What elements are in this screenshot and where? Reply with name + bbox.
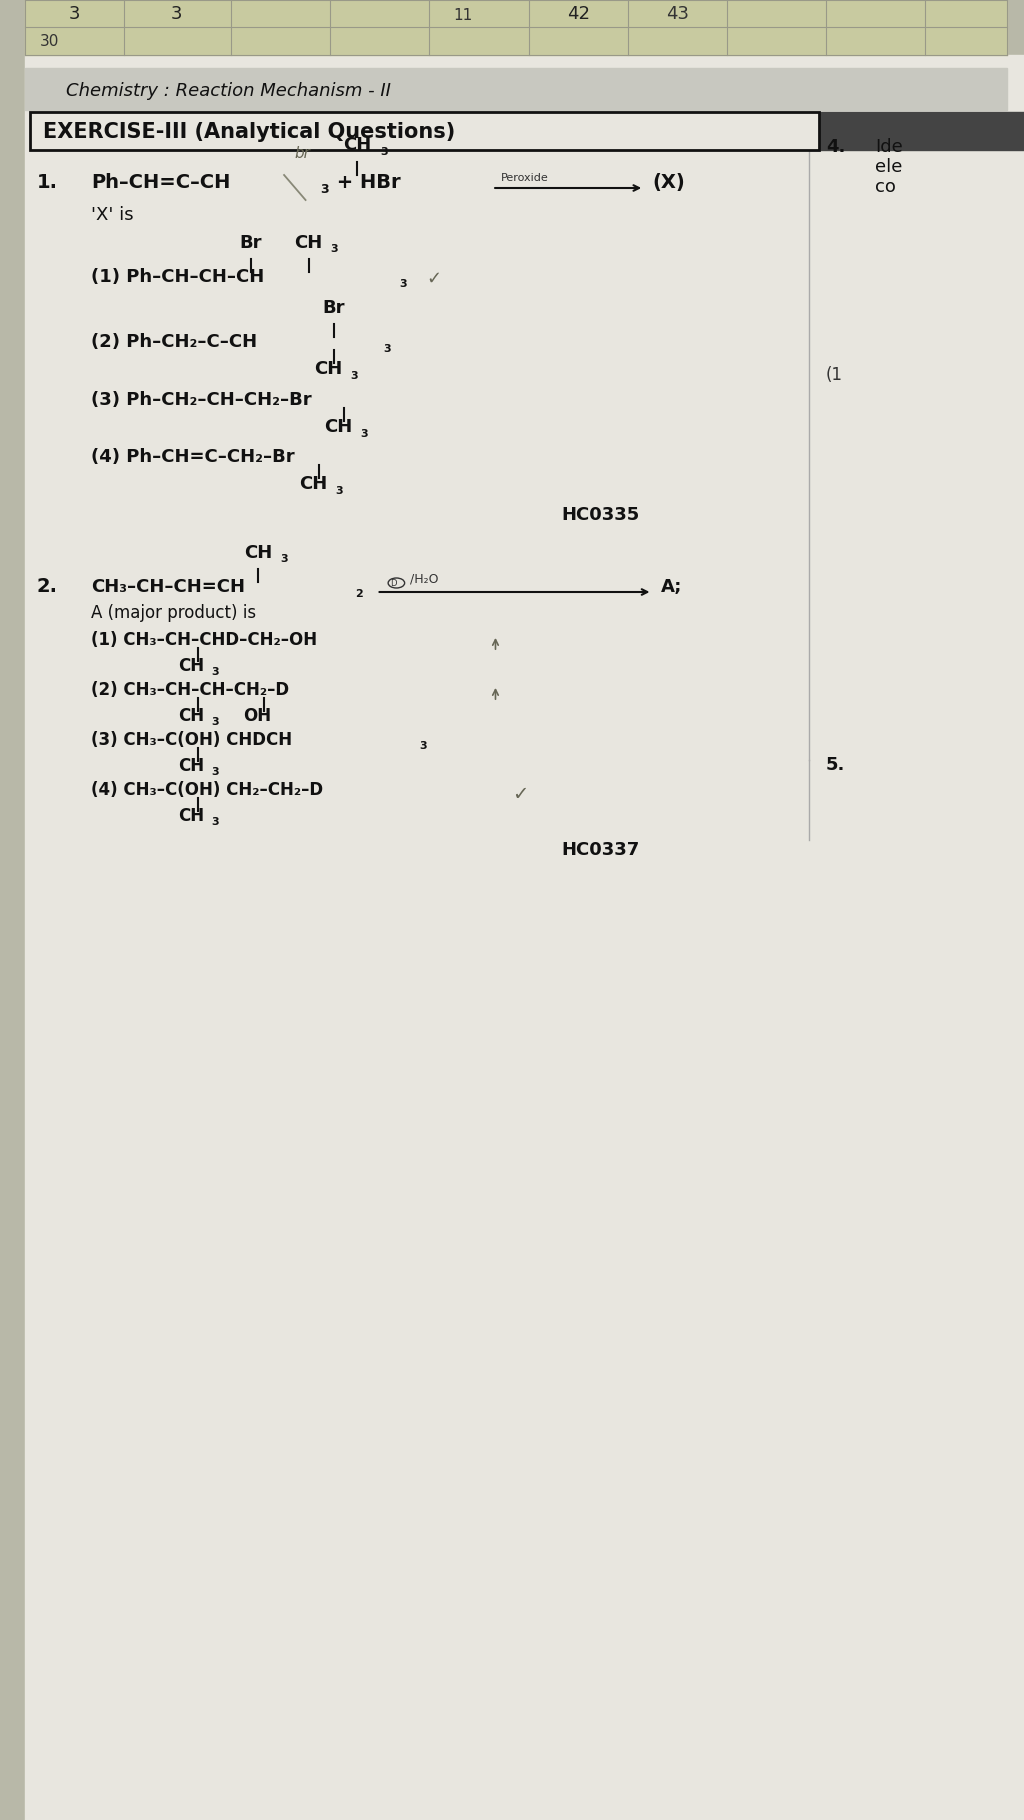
Text: (1: (1 [825,366,843,384]
Text: 3: 3 [380,147,387,157]
Text: 3: 3 [360,430,368,439]
Bar [25,67,1008,109]
Text: 3: 3 [281,553,289,564]
Text: (4) Ph–CH=C–CH₂–Br: (4) Ph–CH=C–CH₂–Br [91,448,295,466]
Text: CH: CH [178,806,205,824]
Text: 5.: 5. [825,755,845,774]
Text: CH: CH [299,475,328,493]
Text: (2) CH₃–CH–CH–CH₂–D: (2) CH₃–CH–CH–CH₂–D [91,681,289,699]
Text: HC0337: HC0337 [561,841,640,859]
Text: 42: 42 [566,5,590,24]
Bar [25,0,1008,55]
Text: 'X' is: 'X' is [91,206,133,224]
Text: CH₃–CH–CH=CH: CH₃–CH–CH=CH [91,579,245,595]
Text: CH: CH [178,757,205,775]
Text: (4) CH₃–C(OH) CH₂–CH₂–D: (4) CH₃–C(OH) CH₂–CH₂–D [91,781,323,799]
Text: CH: CH [313,360,342,379]
Text: 3: 3 [420,741,427,752]
Text: (3) Ph–CH₂–CH–CH₂–Br: (3) Ph–CH₂–CH–CH₂–Br [91,391,311,410]
Text: 2: 2 [355,590,362,599]
Text: (2) Ph–CH₂–C–CH: (2) Ph–CH₂–C–CH [91,333,257,351]
Text: Chemistry : Reaction Mechanism - II: Chemistry : Reaction Mechanism - II [67,82,391,100]
Text: CH: CH [178,657,205,675]
Text: 3: 3 [383,344,391,355]
Text: 43: 43 [666,5,689,24]
Text: ele: ele [876,158,903,177]
Text: CH: CH [324,419,352,437]
Text: ✓: ✓ [512,784,528,804]
Text: Ph–CH=C–CH: Ph–CH=C–CH [91,173,230,191]
Text: 3: 3 [331,244,338,255]
Text: CH: CH [343,136,372,155]
Text: 2.: 2. [36,577,57,595]
Text: 3: 3 [69,5,80,24]
Text: CH: CH [294,235,323,251]
Text: A (major product) is: A (major product) is [91,604,256,622]
FancyBboxPatch shape [30,113,819,149]
Text: D: D [390,579,396,588]
Text: br: br [294,146,310,160]
Text: (3) CH₃–C(OH) CHDCH: (3) CH₃–C(OH) CHDCH [91,732,292,750]
Text: 3: 3 [321,184,329,197]
Text: ✓: ✓ [426,269,441,288]
Text: 3: 3 [335,486,343,497]
Text: 3: 3 [211,817,219,826]
Text: OH: OH [243,706,271,724]
Text: (X): (X) [652,173,685,191]
Text: A;: A; [660,579,682,595]
Text: Br: Br [240,235,262,251]
Text: 1.: 1. [36,173,57,191]
Text: 11: 11 [453,9,472,24]
Text: 3: 3 [211,717,219,726]
Text: (1) CH₃–CH–CHD–CH₂–OH: (1) CH₃–CH–CHD–CH₂–OH [91,632,317,650]
Text: 3: 3 [399,278,408,289]
Text: CH: CH [245,544,272,562]
Text: 3: 3 [350,371,357,380]
Text: co: co [876,178,896,197]
Text: HC0335: HC0335 [561,506,640,524]
Text: Peroxide: Peroxide [501,173,548,184]
Text: Ide: Ide [876,138,903,157]
Text: 3: 3 [211,666,219,677]
Text: CH: CH [178,706,205,724]
Text: /H₂O: /H₂O [410,571,438,584]
Text: 3: 3 [211,766,219,777]
Text: (1) Ph–CH–CH–CH: (1) Ph–CH–CH–CH [91,268,264,286]
Text: 3: 3 [171,5,182,24]
Text: 4.: 4. [825,138,845,157]
Bar [809,113,1024,149]
Text: Br: Br [323,298,344,317]
Text: 30: 30 [40,33,59,49]
Text: + HBr: + HBr [331,173,401,191]
Text: EXERCISE-III (Analytical Questions): EXERCISE-III (Analytical Questions) [43,122,456,142]
